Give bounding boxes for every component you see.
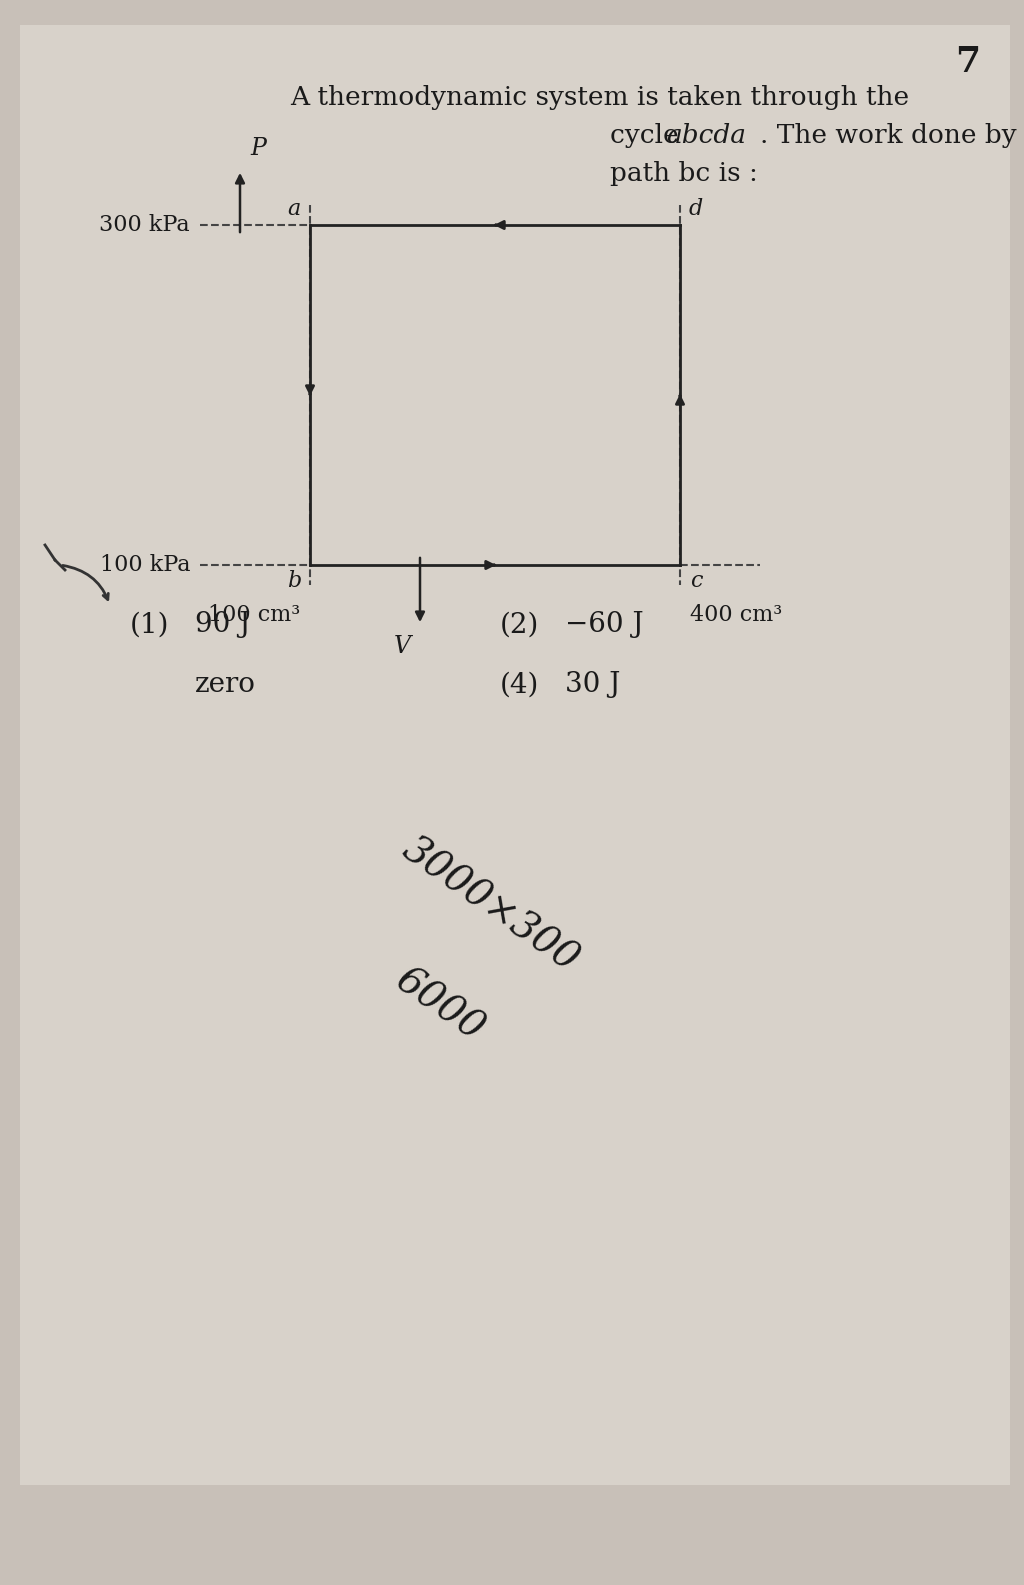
Text: (1): (1) xyxy=(130,612,170,639)
Text: 6000: 6000 xyxy=(389,962,492,1049)
Text: zero: zero xyxy=(195,672,256,699)
Text: 7: 7 xyxy=(954,44,980,79)
Text: 300 kPa: 300 kPa xyxy=(99,214,190,236)
Text: path bc is :: path bc is : xyxy=(610,162,758,185)
Text: (4): (4) xyxy=(500,672,540,699)
Text: d: d xyxy=(689,198,703,220)
Text: P: P xyxy=(250,136,266,160)
Text: b: b xyxy=(287,571,301,593)
Text: a: a xyxy=(288,198,301,220)
Text: 400 cm³: 400 cm³ xyxy=(690,604,782,626)
Text: abcda: abcda xyxy=(666,124,746,147)
Text: V: V xyxy=(393,636,411,658)
Text: A thermodynamic system is taken through the: A thermodynamic system is taken through … xyxy=(291,86,909,109)
Text: 100 kPa: 100 kPa xyxy=(99,555,190,575)
Text: 100 cm³: 100 cm³ xyxy=(208,604,300,626)
Text: (2): (2) xyxy=(500,612,540,639)
Text: . The work done by the gas along the: . The work done by the gas along the xyxy=(760,124,1024,147)
Text: c: c xyxy=(690,571,702,593)
Text: 30 J: 30 J xyxy=(565,672,621,699)
Text: 90 J: 90 J xyxy=(195,612,251,639)
Text: −60 J: −60 J xyxy=(565,612,644,639)
Text: cycle: cycle xyxy=(610,124,687,147)
Text: 3000×300: 3000×300 xyxy=(395,831,585,980)
